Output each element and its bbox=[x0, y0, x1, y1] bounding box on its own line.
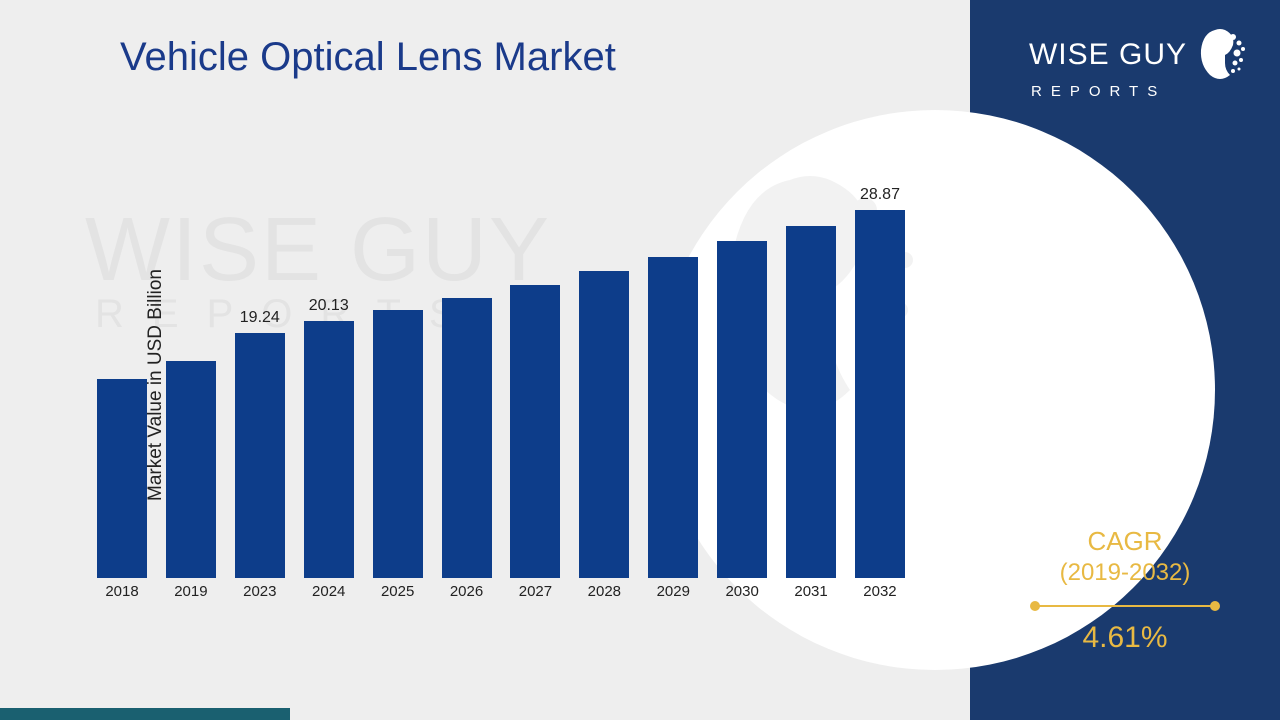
bar bbox=[579, 271, 629, 578]
logo-head-icon bbox=[1195, 25, 1250, 85]
x-axis-tick: 2030 bbox=[725, 583, 758, 600]
bar bbox=[373, 310, 423, 578]
cagr-title: CAGR bbox=[1010, 526, 1240, 557]
bar-group: 2025 bbox=[373, 310, 423, 578]
x-axis-tick: 2026 bbox=[450, 583, 483, 600]
x-axis-tick: 2025 bbox=[381, 583, 414, 600]
bar-value-label: 19.24 bbox=[240, 309, 280, 327]
bar-group: 2019 bbox=[166, 361, 216, 578]
bar-group: 2018 bbox=[97, 379, 147, 578]
bar-group: 19.242023 bbox=[235, 333, 285, 578]
x-axis-tick: 2027 bbox=[519, 583, 552, 600]
logo-main-text: WISE GUY bbox=[1029, 38, 1187, 72]
bar-value-label: 28.87 bbox=[860, 186, 900, 204]
x-axis-tick: 2031 bbox=[794, 583, 827, 600]
bar bbox=[166, 361, 216, 578]
bar-group: 2030 bbox=[717, 241, 767, 578]
bar bbox=[648, 257, 698, 578]
brand-logo: WISE GUY REPORTS bbox=[1029, 25, 1250, 100]
bar bbox=[442, 298, 492, 579]
bar bbox=[304, 321, 354, 578]
bar bbox=[97, 379, 147, 578]
cagr-value: 4.61% bbox=[1010, 621, 1240, 655]
x-axis-tick: 2029 bbox=[657, 583, 690, 600]
x-axis-tick: 2024 bbox=[312, 583, 345, 600]
x-axis-tick: 2018 bbox=[105, 583, 138, 600]
bar bbox=[510, 285, 560, 578]
bar-value-label: 20.13 bbox=[309, 297, 349, 315]
x-axis-tick: 2019 bbox=[174, 583, 207, 600]
x-axis-tick: 2028 bbox=[588, 583, 621, 600]
bar-group: 2029 bbox=[648, 257, 698, 578]
x-axis-tick: 2023 bbox=[243, 583, 276, 600]
chart-title: Vehicle Optical Lens Market bbox=[120, 35, 616, 80]
bar-group: 20.132024 bbox=[304, 321, 354, 578]
logo-sub-text: REPORTS bbox=[1031, 83, 1250, 100]
bar-chart: Market Value in USD Billion 2018201919.2… bbox=[85, 170, 905, 600]
cagr-panel: CAGR (2019-2032) 4.61% bbox=[1010, 526, 1240, 655]
cagr-divider bbox=[1035, 605, 1215, 607]
bar-group: 2027 bbox=[510, 285, 560, 578]
cagr-period: (2019-2032) bbox=[1010, 559, 1240, 587]
bar-group: 28.872032 bbox=[855, 210, 905, 578]
bar bbox=[235, 333, 285, 578]
bar bbox=[717, 241, 767, 578]
bar bbox=[786, 226, 836, 578]
x-axis-tick: 2032 bbox=[863, 583, 896, 600]
bottom-accent-bar bbox=[0, 708, 290, 720]
bar-group: 2026 bbox=[442, 298, 492, 579]
bar bbox=[855, 210, 905, 578]
bar-group: 2031 bbox=[786, 226, 836, 578]
bar-group: 2028 bbox=[579, 271, 629, 578]
bars-container: 2018 2019 19.242023 20.132024 2025 2026 2027 20… bbox=[97, 170, 905, 578]
